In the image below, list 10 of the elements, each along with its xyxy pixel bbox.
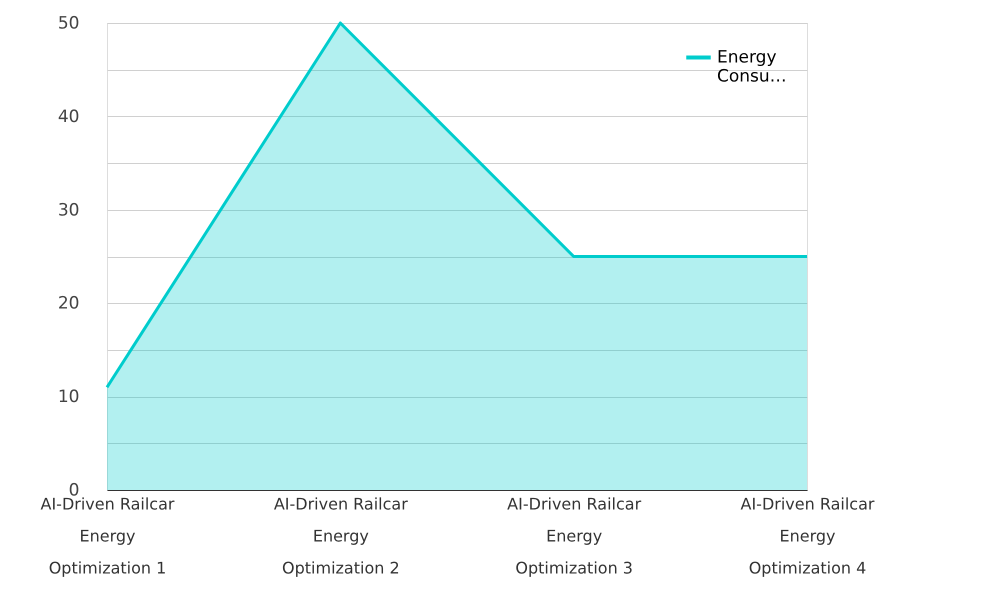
legend-label: Energy Consu… xyxy=(717,48,787,86)
x-tick-label: AI-Driven Railcar Energy Optimization 3 xyxy=(507,494,642,578)
y-tick-label: 40 xyxy=(58,106,80,127)
x-tick-label: AI-Driven Railcar Energy Optimization 4 xyxy=(740,494,875,578)
y-tick-label: 50 xyxy=(58,14,80,34)
x-tick-label: AI-Driven Railcar Energy Optimization 1 xyxy=(40,494,175,578)
y-tick-label: 30 xyxy=(58,200,80,220)
x-tick-label: AI-Driven Railcar Energy Optimization 2 xyxy=(274,494,408,578)
y-tick-label: 10 xyxy=(58,387,80,408)
y-tick-label: 20 xyxy=(58,294,80,314)
